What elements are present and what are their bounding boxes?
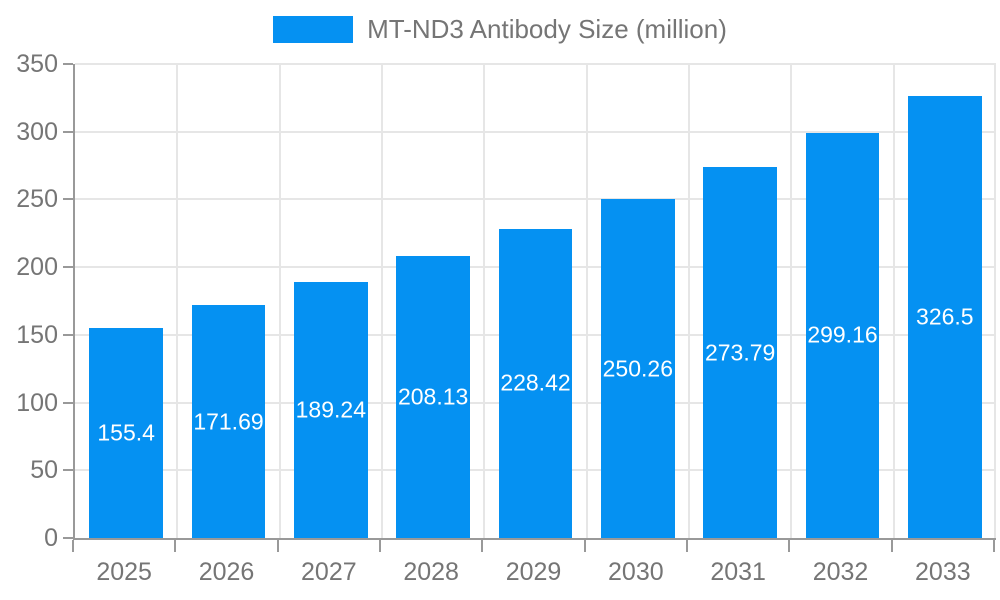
y-tick	[63, 198, 73, 201]
y-tick-label: 250	[16, 185, 58, 214]
y-tick-label: 200	[16, 253, 58, 282]
bar[interactable]: 155.4	[89, 327, 163, 538]
x-tick	[276, 540, 279, 552]
y-tick	[63, 469, 73, 472]
bar-value-label: 208.13	[397, 383, 469, 410]
legend[interactable]: MT-ND3 Antibody Size (million)	[0, 16, 1000, 43]
x-tick-label: 2030	[608, 558, 664, 586]
x-gridline	[892, 64, 895, 538]
y-gridline	[75, 198, 996, 201]
x-gridline	[176, 64, 179, 538]
bar-value-label: 155.4	[97, 419, 155, 446]
x-tick-label: 2026	[198, 558, 255, 586]
bar-value-label: 299.16	[807, 321, 878, 348]
x-tick	[583, 540, 586, 552]
y-gridline	[75, 130, 996, 133]
x-tick	[890, 540, 893, 552]
bar-value-label: 326.5	[916, 303, 974, 330]
x-tick	[174, 540, 177, 552]
y-tick	[63, 130, 73, 133]
x-tick	[72, 540, 74, 552]
bar[interactable]: 273.79	[703, 167, 777, 538]
legend-swatch[interactable]	[273, 16, 354, 43]
bar-value-label: 228.42	[500, 369, 571, 396]
bar[interactable]: 228.42	[498, 228, 573, 538]
x-tick-label: 2031	[710, 558, 766, 586]
y-tick	[63, 333, 73, 336]
x-tick-label: 2025	[96, 558, 152, 586]
bar[interactable]: 189.24	[293, 281, 368, 538]
x-tick-label: 2027	[301, 558, 357, 586]
x-gridline	[994, 64, 996, 538]
bar[interactable]: 250.26	[600, 199, 675, 538]
bar[interactable]: 208.13	[396, 256, 470, 538]
x-tick	[788, 540, 791, 552]
bar[interactable]: 299.16	[805, 132, 880, 538]
x-tick	[993, 540, 995, 552]
x-gridline	[381, 64, 383, 538]
x-gridline	[483, 64, 486, 538]
bar[interactable]: 326.5	[907, 95, 982, 538]
y-tick-label: 50	[30, 456, 58, 485]
plot-area: 155.4 171.69 189.24 208.13 228.42 250.26 273.7…	[73, 63, 996, 540]
bar-value-label: 250.26	[602, 355, 673, 382]
x-gridline	[688, 64, 690, 538]
bar[interactable]: 171.69	[191, 305, 266, 538]
y-tick-label: 150	[16, 320, 58, 349]
y-gridline	[75, 63, 996, 65]
x-tick	[686, 540, 688, 552]
x-gridline	[278, 64, 281, 538]
y-tick-label: 0	[44, 524, 58, 552]
x-tick-label: 2033	[915, 558, 971, 586]
y-tick	[63, 401, 73, 404]
x-tick-label: 2032	[812, 558, 869, 586]
bar-value-label: 273.79	[704, 339, 776, 366]
y-tick	[63, 537, 73, 539]
legend-label: MT-ND3 Antibody Size (million)	[367, 14, 727, 44]
y-tick-label: 100	[16, 388, 58, 417]
x-tick-label: 2029	[505, 558, 562, 586]
bar-value-label: 189.24	[295, 396, 366, 423]
x-gridline	[585, 64, 588, 538]
y-tick	[63, 266, 73, 269]
x-tick	[481, 540, 484, 552]
x-gridline	[790, 64, 793, 538]
x-tick-label: 2028	[403, 558, 459, 586]
x-tick	[379, 540, 381, 552]
bar-value-label: 171.69	[193, 408, 264, 435]
y-tick-label: 300	[16, 117, 58, 146]
y-tick-label: 350	[16, 50, 58, 78]
y-tick	[63, 63, 73, 65]
